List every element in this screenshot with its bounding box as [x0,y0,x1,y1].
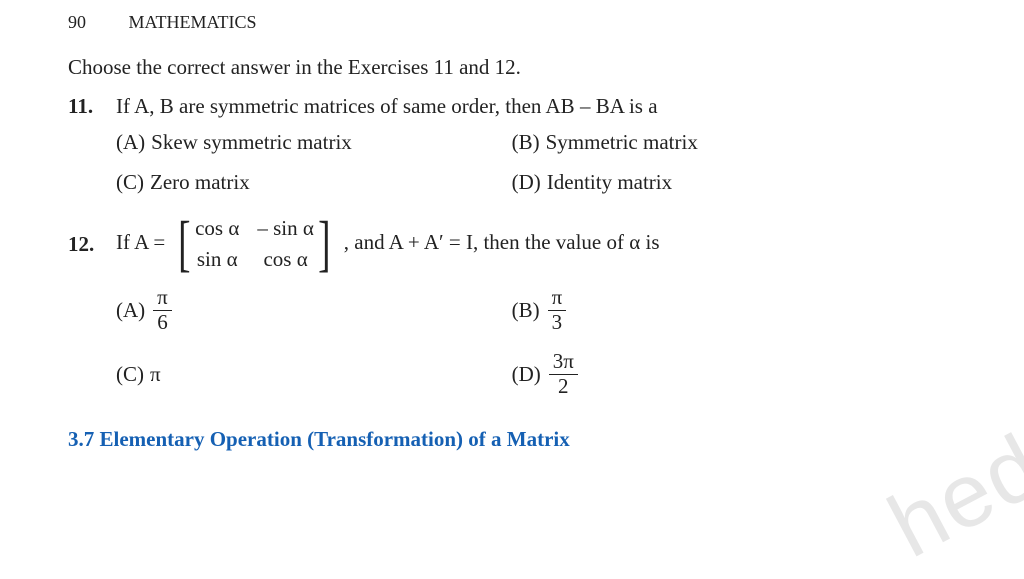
question-text: If A = [ cos α – sin α sin α cos α ] , a… [116,213,976,275]
q11-option-c: (C) Zero matrix [116,165,512,199]
left-bracket-icon: [ [179,213,191,275]
section-heading: 3.7 Elementary Operation (Transformation… [68,427,976,452]
matrix-cell: sin α [195,247,239,272]
question-number: 12. [68,232,116,257]
option-label: (C) [116,362,144,387]
fraction: π 6 [153,286,172,333]
q11-options: (A) Skew symmetric matrix (B) Symmetric … [116,125,976,205]
option-label: (B) [512,130,540,155]
page-number: 90 [68,12,86,32]
fraction-denominator: 2 [554,375,573,398]
q11-option-b: (B) Symmetric matrix [512,125,908,159]
option-label: (C) [116,170,144,195]
option-label: (D) [512,170,541,195]
matrix-cell: – sin α [257,216,314,241]
fraction-denominator: 3 [548,311,567,334]
option-text: Symmetric matrix [546,130,698,155]
fraction: 3π 2 [549,350,578,397]
option-label: (B) [512,298,540,323]
question-text: If A, B are symmetric matrices of same o… [116,94,976,119]
option-text: Skew symmetric matrix [151,130,352,155]
fraction-numerator: π [548,286,567,309]
q12-option-a: (A) π 6 [116,281,512,339]
page-header: 90 MATHEMATICS [68,12,976,33]
question-number: 11. [68,94,116,119]
fraction: π 3 [548,286,567,333]
instruction-text: Choose the correct answer in the Exercis… [68,55,976,80]
q12-tail: , and A + A′ = I, then the value of α is [344,230,660,254]
subject-label: MATHEMATICS [129,12,257,32]
option-text: π [150,362,161,387]
matrix-cell: cos α [195,216,239,241]
matrix-a: [ cos α – sin α sin α cos α ] [174,213,334,275]
q12-option-c: (C) π [116,345,512,403]
right-bracket-icon: ] [318,213,330,275]
q11-option-a: (A) Skew symmetric matrix [116,125,512,159]
option-text: Zero matrix [150,170,250,195]
option-label: (D) [512,362,541,387]
q12-lead: If A = [116,230,165,254]
matrix-cell: cos α [257,247,314,272]
fraction-numerator: π [153,286,172,309]
question-11: 11. If A, B are symmetric matrices of sa… [68,94,976,119]
q11-option-d: (D) Identity matrix [512,165,908,199]
q12-options: (A) π 6 (B) π 3 (C) π (D) 3π 2 [116,281,976,409]
fraction-denominator: 6 [153,311,172,334]
option-label: (A) [116,298,145,323]
fraction-numerator: 3π [549,350,578,373]
option-text: Identity matrix [547,170,672,195]
q12-option-d: (D) 3π 2 [512,345,908,403]
question-12: 12. If A = [ cos α – sin α sin α cos α ]… [68,213,976,275]
q12-option-b: (B) π 3 [512,281,908,339]
option-label: (A) [116,130,145,155]
